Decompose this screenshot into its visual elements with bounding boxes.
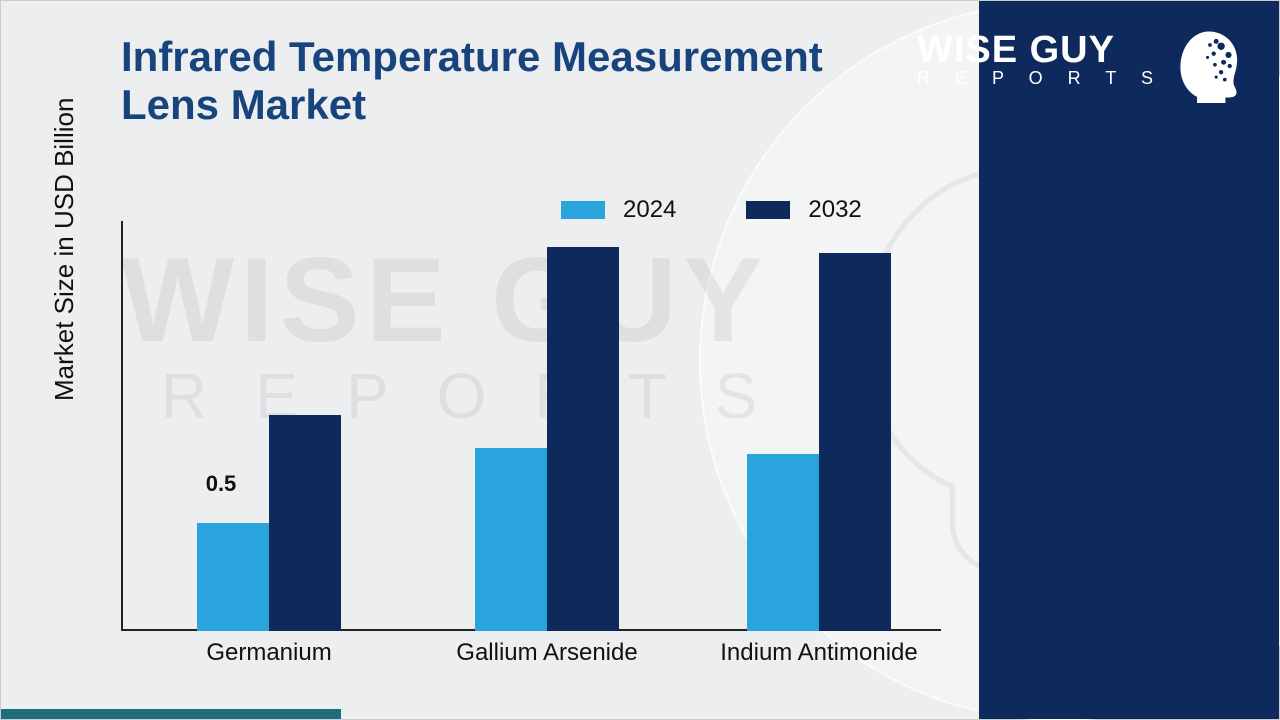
bar-indium-antimonide-2024 (747, 454, 819, 631)
legend: 2024 2032 (561, 196, 862, 224)
bar-germanium-2032 (269, 415, 341, 631)
bar-group-germanium: 0.5 Germanium (185, 415, 353, 631)
chart-plot: 0.5 Germanium Gallium Arsenide Indium An… (121, 221, 941, 631)
right-band (979, 1, 1279, 719)
category-label-indium-antimonide: Indium Antimonide (709, 639, 929, 667)
page-root: WISE GUY R E P O R T S WISE GUY REPORTS … (0, 0, 1280, 720)
logo-head-icon (1173, 29, 1247, 103)
category-label-germanium: Germanium (159, 639, 379, 667)
category-label-gallium-arsenide: Gallium Arsenide (437, 639, 657, 667)
bottom-strip (1, 709, 341, 719)
y-axis-label: Market Size in USD Billion (49, 98, 80, 401)
brand-logo: WISE GUY R E P O R T S (917, 29, 1247, 103)
logo-line2: R E P O R T S (917, 68, 1163, 89)
legend-item-2032: 2032 (746, 196, 861, 224)
y-axis-line (121, 221, 123, 631)
bar-indium-antimonide-2032 (819, 253, 891, 631)
bar-germanium-2024 (197, 523, 269, 631)
logo-line1: WISE GUY (917, 29, 1163, 72)
chart-title: Infrared Temperature Measurement Lens Ma… (121, 33, 901, 130)
legend-label-2024: 2024 (623, 196, 676, 224)
legend-item-2024: 2024 (561, 196, 676, 224)
bar-group-gallium-arsenide: Gallium Arsenide (463, 247, 631, 631)
legend-label-2032: 2032 (808, 196, 861, 224)
value-label-germanium-2024: 0.5 (206, 471, 237, 497)
legend-swatch-2032 (746, 201, 790, 219)
legend-swatch-2024 (561, 201, 605, 219)
bar-group-indium-antimonide: Indium Antimonide (735, 253, 903, 631)
bar-gallium-arsenide-2024 (475, 448, 547, 631)
bar-gallium-arsenide-2032 (547, 247, 619, 631)
